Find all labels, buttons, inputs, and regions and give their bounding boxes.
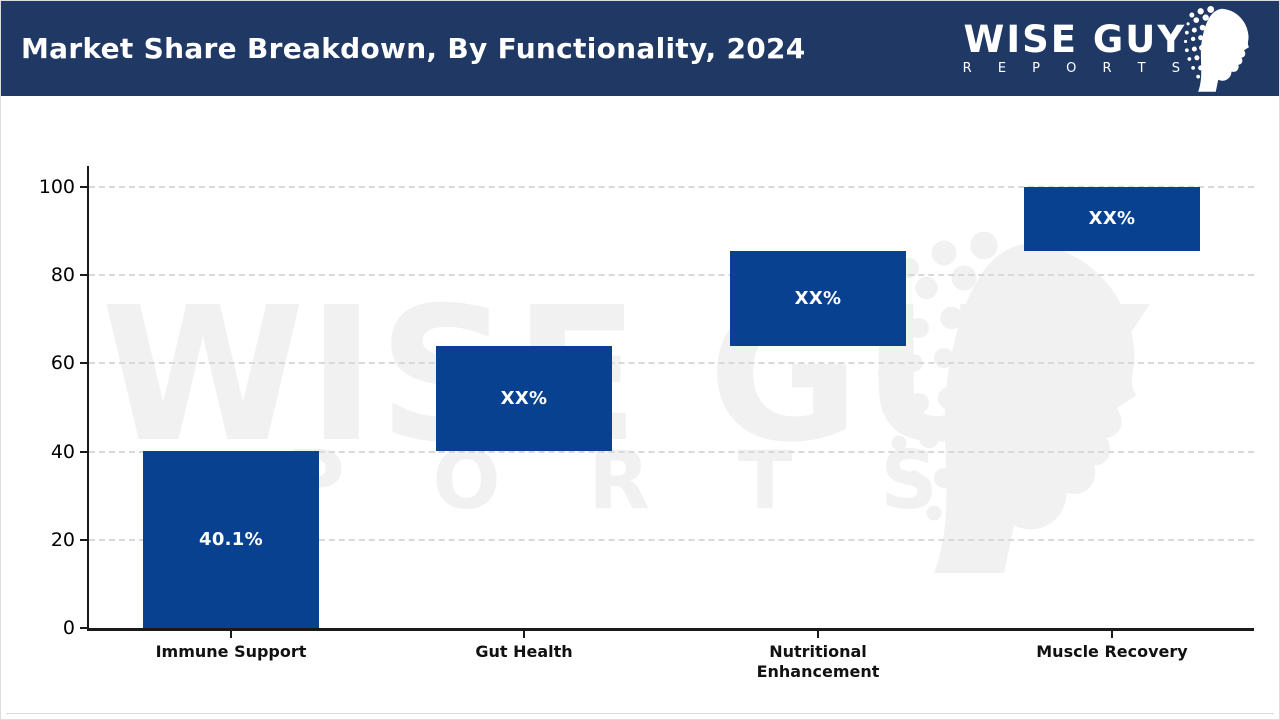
y-tick-mark xyxy=(80,627,89,629)
x-category-label: Gut Health xyxy=(475,642,573,661)
bottom-divider xyxy=(6,713,1274,714)
logo: WISE GUY R E P O R T S xyxy=(959,5,1257,93)
gridline xyxy=(89,274,1254,277)
y-tick-mark xyxy=(80,362,89,365)
y-tick-mark xyxy=(80,274,89,277)
y-axis xyxy=(87,166,89,630)
x-tick-mark xyxy=(230,631,232,638)
bar-value-label: XX% xyxy=(1088,208,1136,230)
y-tick-label: 0 xyxy=(62,617,75,639)
x-axis xyxy=(87,628,1254,631)
gridline xyxy=(89,186,1254,188)
gridline xyxy=(89,362,1254,365)
y-tick-mark xyxy=(80,186,89,188)
y-tick-label: 40 xyxy=(50,440,75,463)
x-tick-mark xyxy=(523,631,525,638)
y-tick-label: 60 xyxy=(50,352,75,375)
logo-wordmark: WISE GUY xyxy=(963,18,1187,61)
x-category-label: Muscle Recovery xyxy=(1036,642,1188,661)
y-tick-label: 100 xyxy=(38,176,75,198)
bar: XX% xyxy=(1024,187,1200,251)
watermark-face-icon xyxy=(877,231,1137,573)
y-tick-mark xyxy=(80,450,89,453)
x-category-label: Immune Support xyxy=(155,642,307,661)
watermark-subtext: P O R T S xyxy=(286,434,968,527)
x-tick-mark xyxy=(1111,631,1113,638)
logo-text: WISE GUY R E P O R T S xyxy=(959,21,1191,76)
bar-value-label: XX% xyxy=(500,387,548,409)
y-tick-mark xyxy=(80,538,89,541)
bar-value-label: XX% xyxy=(794,287,842,309)
bar-value-label: 40.1% xyxy=(199,529,263,551)
y-tick-label: 80 xyxy=(50,264,75,287)
logo-subtext: R E P O R T S xyxy=(962,61,1191,76)
gridline xyxy=(89,450,1254,453)
bar: XX% xyxy=(436,345,612,452)
bar: XX% xyxy=(730,250,906,346)
logo-face-icon xyxy=(1184,5,1250,92)
gridline xyxy=(89,538,1254,541)
x-tick-mark xyxy=(817,631,819,638)
page-title: Market Share Breakdown, By Functionality… xyxy=(21,32,806,65)
bar: 40.1% xyxy=(143,451,319,628)
y-tick-label: 20 xyxy=(50,528,75,551)
x-category-label: Nutritional Enhancement xyxy=(756,642,880,681)
header: Market Share Breakdown, By Functionality… xyxy=(1,1,1279,96)
